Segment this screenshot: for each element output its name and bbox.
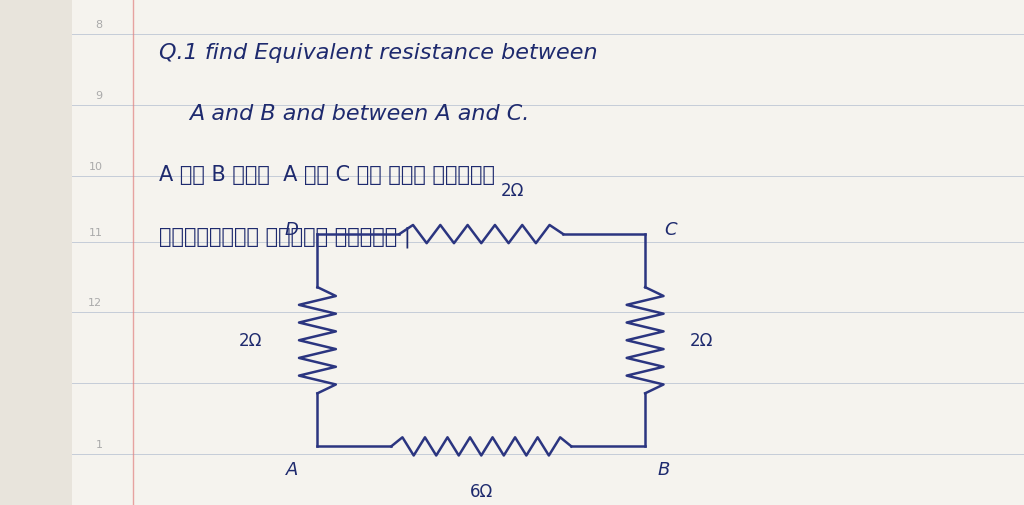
Text: Q.1 find Equivalent resistance between: Q.1 find Equivalent resistance between xyxy=(159,43,597,63)
Text: D: D xyxy=(285,221,299,238)
Text: A और B तथा  A और C के बीच तुल्य: A और B तथा A और C के बीच तुल्य xyxy=(159,164,495,184)
Text: 2Ω: 2Ω xyxy=(690,332,713,349)
Text: 6Ω: 6Ω xyxy=(470,482,493,500)
Text: 10: 10 xyxy=(88,162,102,172)
Text: 1: 1 xyxy=(95,439,102,449)
Text: A and B and between A and C.: A and B and between A and C. xyxy=(189,104,529,124)
FancyBboxPatch shape xyxy=(72,0,1024,504)
Text: 9: 9 xyxy=(95,91,102,101)
Text: प्रतिरोध ज्ञात कीजिए |: प्रतिरोध ज्ञात कीजिए | xyxy=(159,226,411,247)
Text: 12: 12 xyxy=(88,298,102,308)
Text: B: B xyxy=(657,460,670,478)
Text: 2Ω: 2Ω xyxy=(240,332,262,349)
Text: 8: 8 xyxy=(95,20,102,30)
Text: C: C xyxy=(665,221,677,238)
Text: 2Ω: 2Ω xyxy=(501,181,523,199)
Text: A: A xyxy=(286,460,298,478)
Text: 11: 11 xyxy=(88,227,102,237)
